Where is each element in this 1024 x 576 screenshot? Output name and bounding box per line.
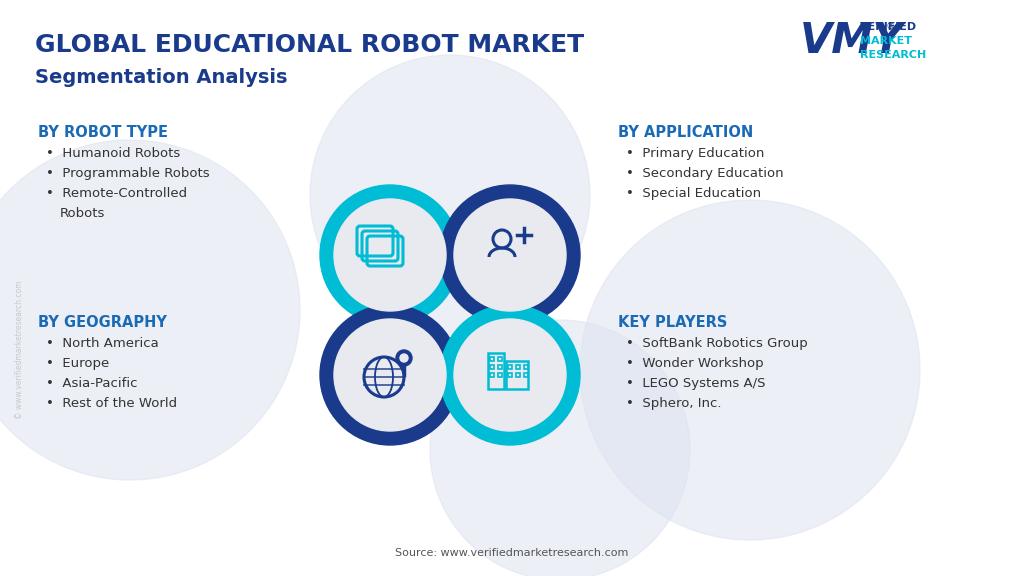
Text: VERIFIED: VERIFIED [860, 22, 918, 32]
Circle shape [310, 55, 590, 335]
Text: •  Remote-Controlled: • Remote-Controlled [46, 187, 187, 200]
Circle shape [454, 199, 566, 311]
Text: Source: www.verifiedmarketresearch.com: Source: www.verifiedmarketresearch.com [395, 548, 629, 558]
Text: •  Asia-Pacific: • Asia-Pacific [46, 377, 137, 390]
Text: •  Primary Education: • Primary Education [626, 147, 764, 160]
Bar [498, 373, 502, 377]
Text: RESEARCH: RESEARCH [860, 50, 927, 60]
Bar [490, 357, 494, 361]
Text: KEY PLAYERS: KEY PLAYERS [618, 315, 727, 330]
Text: •  LEGO Systems A/S: • LEGO Systems A/S [626, 377, 766, 390]
Circle shape [334, 199, 446, 311]
Text: ®: ® [860, 22, 895, 31]
Text: BY APPLICATION: BY APPLICATION [618, 125, 754, 140]
Text: Segmentation Analysis: Segmentation Analysis [35, 68, 288, 87]
Bar [516, 365, 520, 369]
Text: BY GEOGRAPHY: BY GEOGRAPHY [38, 315, 167, 330]
Text: •  North America: • North America [46, 337, 159, 350]
Text: •  Humanoid Robots: • Humanoid Robots [46, 147, 180, 160]
Text: Robots: Robots [60, 207, 105, 220]
Bar [508, 365, 512, 369]
Text: •  SoftBank Robotics Group: • SoftBank Robotics Group [626, 337, 808, 350]
Text: •  Special Education: • Special Education [626, 187, 761, 200]
Bar [508, 373, 512, 377]
Bar [498, 357, 502, 361]
Circle shape [440, 305, 580, 445]
Text: BY ROBOT TYPE: BY ROBOT TYPE [38, 125, 168, 140]
Text: •  Wonder Workshop: • Wonder Workshop [626, 357, 764, 370]
Bar [490, 365, 494, 369]
Circle shape [430, 320, 690, 576]
Circle shape [334, 319, 446, 431]
Text: GLOBAL EDUCATIONAL ROBOT MARKET: GLOBAL EDUCATIONAL ROBOT MARKET [35, 33, 584, 57]
Text: •  Rest of the World: • Rest of the World [46, 397, 177, 410]
Text: •  Europe: • Europe [46, 357, 110, 370]
Bar [498, 365, 502, 369]
Bar [506, 361, 528, 389]
Text: MARKET: MARKET [860, 36, 912, 46]
Circle shape [400, 354, 408, 362]
Circle shape [319, 185, 460, 325]
Circle shape [319, 305, 460, 445]
Circle shape [580, 200, 920, 540]
Text: VMY: VMY [800, 20, 904, 62]
Text: •  Sphero, Inc.: • Sphero, Inc. [626, 397, 722, 410]
Text: •  Secondary Education: • Secondary Education [626, 167, 783, 180]
Circle shape [396, 350, 412, 366]
Text: © www.verifiedmarketresearch.com: © www.verifiedmarketresearch.com [15, 281, 24, 419]
Bar [488, 353, 504, 389]
Bar [524, 365, 528, 369]
Bar [490, 373, 494, 377]
Bar [516, 373, 520, 377]
Bar [524, 373, 528, 377]
Circle shape [454, 319, 566, 431]
Circle shape [0, 140, 300, 480]
Circle shape [440, 185, 580, 325]
Text: •  Programmable Robots: • Programmable Robots [46, 167, 210, 180]
